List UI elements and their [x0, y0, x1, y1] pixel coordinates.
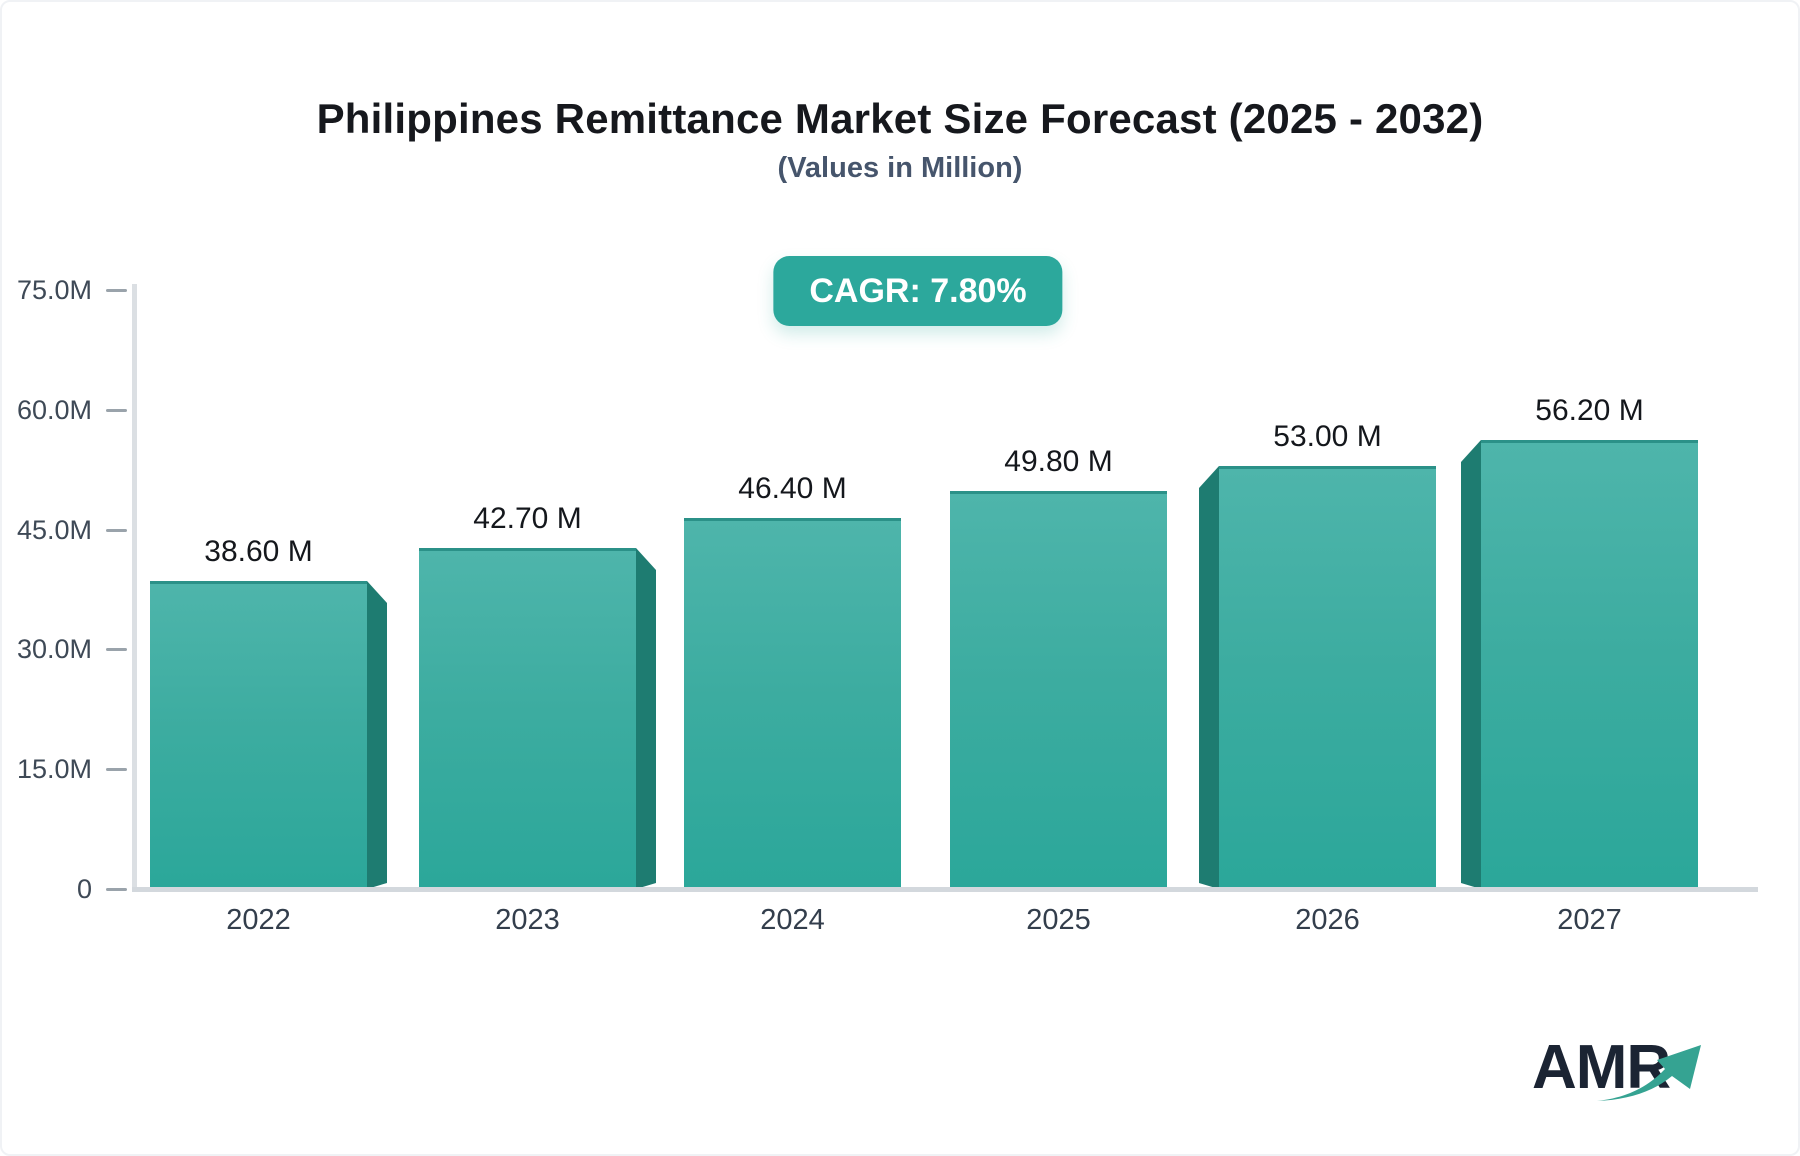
bar-2022 — [150, 581, 367, 889]
bar-2022-side-panel — [367, 581, 387, 889]
y-tick-label: 75.0M — [16, 275, 92, 305]
bar-2023 — [419, 548, 636, 889]
bar-2027-side-panel — [1461, 440, 1481, 889]
y-tick-mark — [106, 648, 127, 652]
chart-title: Philippines Remittance Market Size Forec… — [316, 95, 1484, 142]
bar-value-label-2023: 42.70 M — [473, 502, 582, 535]
chart-subtitle: (Values in Million) — [777, 152, 1023, 184]
x-tick-label-2026: 2026 — [1295, 904, 1360, 936]
y-tick-label: 30.0M — [16, 634, 92, 665]
y-tick-label: 0 — [76, 874, 92, 904]
cagr-badge: CAGR: 7.80% — [773, 256, 1063, 326]
bar-2026-side-panel — [1199, 466, 1219, 889]
bar-value-label-2027: 56.20 M — [1535, 394, 1644, 427]
y-axis-line — [132, 284, 137, 889]
x-axis-baseline — [132, 887, 1758, 892]
y-tick-mark — [106, 888, 127, 891]
growth-arrow-icon — [1597, 1045, 1701, 1101]
y-tick-mark — [106, 408, 127, 412]
x-tick-label-2023: 2023 — [495, 904, 560, 936]
y-tick-label: 45.0M — [16, 514, 92, 545]
x-tick-label-2024: 2024 — [760, 904, 825, 936]
y-tick-label: 60.0M — [16, 394, 92, 425]
y-tick-label: 15.0M — [16, 754, 92, 785]
x-tick-label-2027: 2027 — [1557, 904, 1622, 936]
bar-2025 — [950, 491, 1167, 889]
bar-value-label-2024: 46.40 M — [738, 472, 847, 505]
bar-value-label-2025: 49.80 M — [1004, 445, 1113, 478]
cagr-badge-label: CAGR: 7.80% — [809, 272, 1027, 310]
bar-2024 — [684, 518, 901, 889]
bar-value-label-2026: 53.00 M — [1273, 420, 1382, 453]
y-tick-mark — [106, 528, 127, 532]
x-tick-label-2022: 2022 — [226, 904, 291, 936]
bar-2023-side-panel — [636, 548, 656, 889]
y-tick-mark — [106, 289, 127, 292]
y-tick-mark — [106, 768, 127, 772]
bar-2026 — [1219, 466, 1436, 889]
bar-value-label-2022: 38.60 M — [204, 535, 313, 568]
bar-2027 — [1481, 440, 1698, 889]
amr-logo: AMR — [1522, 1022, 1722, 1122]
x-tick-label-2025: 2025 — [1026, 904, 1091, 936]
